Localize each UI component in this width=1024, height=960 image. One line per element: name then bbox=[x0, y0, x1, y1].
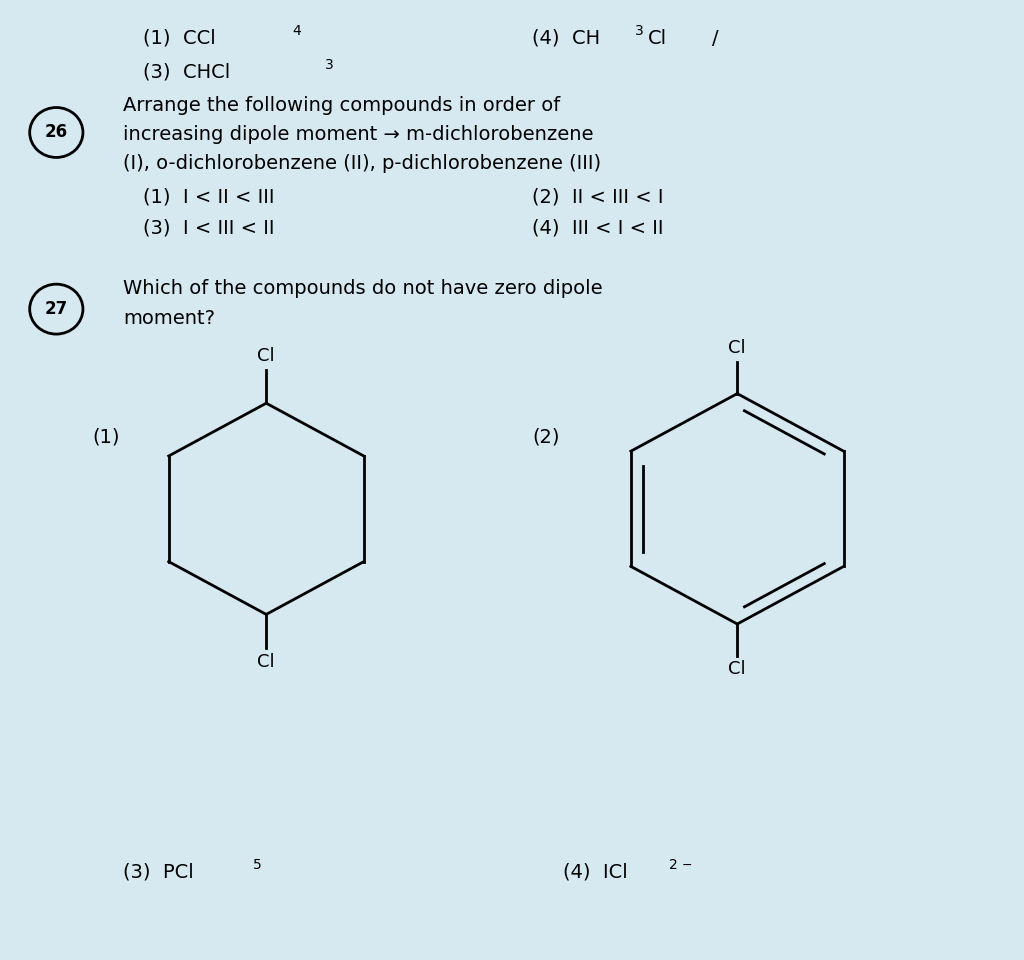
Text: Cl: Cl bbox=[728, 660, 746, 679]
Text: −: − bbox=[682, 859, 692, 873]
Text: Cl: Cl bbox=[257, 653, 275, 671]
Text: /: / bbox=[712, 29, 718, 48]
Text: Which of the compounds do not have zero dipole: Which of the compounds do not have zero … bbox=[123, 278, 602, 298]
Text: Arrange the following compounds in order of: Arrange the following compounds in order… bbox=[123, 96, 560, 115]
Text: 3: 3 bbox=[325, 58, 334, 72]
Text: Cl: Cl bbox=[257, 347, 275, 365]
Text: (2): (2) bbox=[532, 427, 560, 446]
Text: (1)  I < II < III: (1) I < II < III bbox=[143, 187, 274, 206]
Text: (4)  CH: (4) CH bbox=[532, 29, 601, 48]
Text: (1)  CCl: (1) CCl bbox=[143, 29, 216, 48]
Text: 4: 4 bbox=[292, 24, 301, 38]
Text: (3)  PCl: (3) PCl bbox=[123, 862, 194, 881]
Text: (3)  I < III < II: (3) I < III < II bbox=[143, 219, 274, 238]
Text: 3: 3 bbox=[635, 24, 644, 38]
Text: moment?: moment? bbox=[123, 309, 215, 328]
Text: 27: 27 bbox=[45, 300, 68, 318]
Text: (2)  II < III < I: (2) II < III < I bbox=[532, 187, 664, 206]
Text: (1): (1) bbox=[92, 427, 120, 446]
Text: 5: 5 bbox=[253, 857, 262, 872]
Text: (I), o-dichlorobenzene (II), p-dichlorobenzene (III): (I), o-dichlorobenzene (II), p-dichlorob… bbox=[123, 154, 601, 173]
Text: Cl: Cl bbox=[728, 339, 746, 357]
Text: (4)  III < I < II: (4) III < I < II bbox=[532, 219, 664, 238]
Text: (4)  ICl: (4) ICl bbox=[563, 862, 628, 881]
Text: Cl: Cl bbox=[648, 29, 668, 48]
Text: increasing dipole moment → m-dichlorobenzene: increasing dipole moment → m-dichloroben… bbox=[123, 125, 593, 144]
Text: (3)  CHCl: (3) CHCl bbox=[143, 62, 230, 82]
Text: 2: 2 bbox=[669, 857, 678, 872]
Text: 26: 26 bbox=[45, 124, 68, 141]
